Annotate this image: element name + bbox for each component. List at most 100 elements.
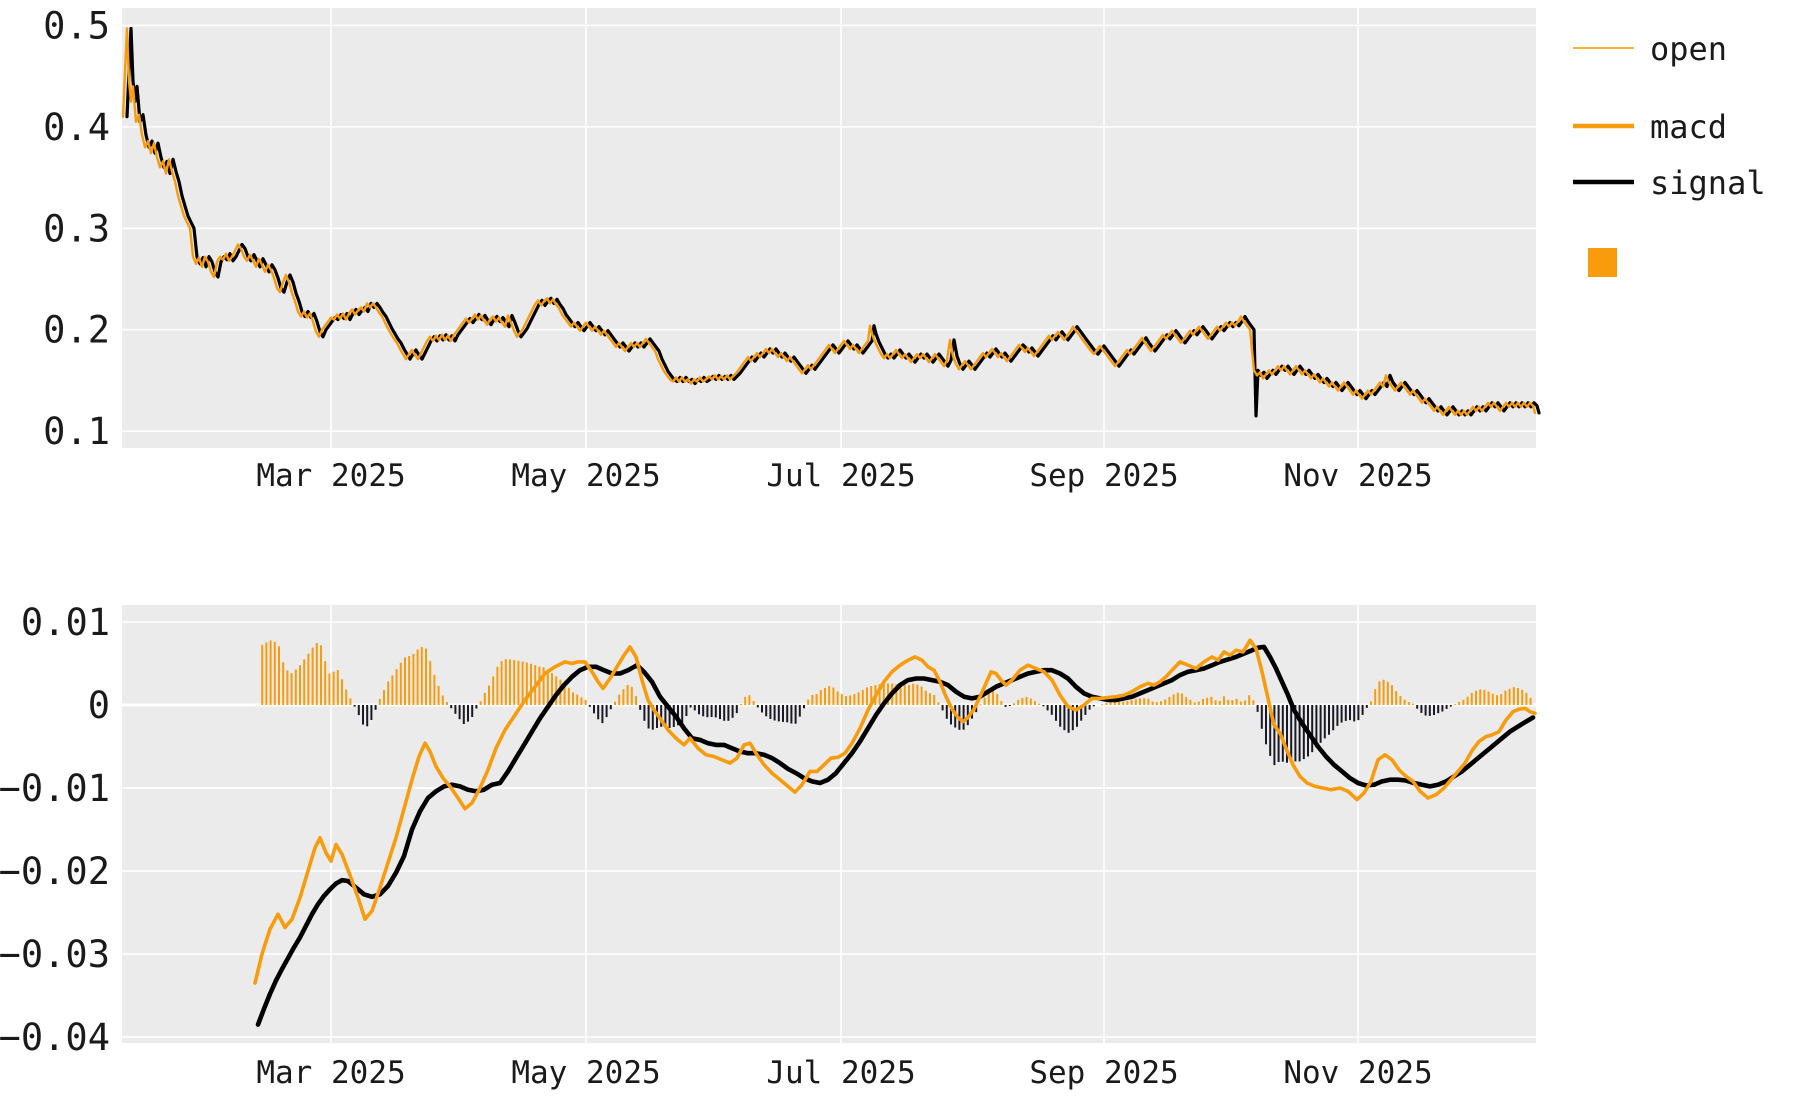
histogram-bar xyxy=(643,705,646,721)
histogram-bar xyxy=(945,705,948,719)
histogram-bar xyxy=(1370,701,1372,705)
histogram-bar xyxy=(677,705,679,726)
histogram-bar xyxy=(320,645,322,706)
histogram-bar xyxy=(765,705,768,717)
histogram-bar xyxy=(614,701,616,705)
histogram-bar xyxy=(349,698,352,705)
histogram-bar xyxy=(1252,700,1255,705)
histogram-bar xyxy=(1193,702,1196,705)
histogram-bar xyxy=(1437,705,1440,714)
histogram-bar xyxy=(664,705,667,728)
histogram-bar xyxy=(1202,699,1204,705)
histogram-bar xyxy=(467,705,469,722)
histogram-bar xyxy=(845,696,847,705)
histogram-bar xyxy=(803,705,805,709)
histogram-bar xyxy=(639,705,642,710)
histogram-bar xyxy=(509,659,511,706)
histogram-bar xyxy=(908,684,910,705)
histogram-bar xyxy=(1391,685,1393,705)
histogram-bar xyxy=(1458,701,1461,706)
histogram-bar xyxy=(1080,705,1083,721)
histogram-bar xyxy=(630,686,633,705)
histogram-bar xyxy=(710,705,713,717)
macd-line xyxy=(253,638,1537,985)
histogram-bar xyxy=(1269,705,1272,756)
y-tick-label: 0.3 xyxy=(43,207,110,250)
histogram-bar xyxy=(1475,690,1477,705)
histogram-bar xyxy=(1227,699,1230,705)
histogram-bar xyxy=(1483,689,1486,705)
histogram-bar xyxy=(1021,697,1024,705)
histogram-bar xyxy=(1248,695,1251,705)
histogram-bar xyxy=(1000,701,1003,705)
histogram-bar xyxy=(1487,691,1490,705)
histogram-bar xyxy=(1139,698,1141,705)
histogram-bar xyxy=(714,705,717,718)
histogram-bar xyxy=(1118,701,1120,705)
histogram-bar xyxy=(404,657,406,705)
histogram-bar xyxy=(1164,699,1167,705)
histogram-bar xyxy=(282,662,285,706)
histogram-bar xyxy=(261,644,264,705)
histogram-bar xyxy=(286,670,289,705)
histogram-bar xyxy=(1151,701,1154,706)
histogram-bar xyxy=(1445,705,1448,709)
legend-label-open: open xyxy=(1650,30,1728,68)
histogram-bar xyxy=(937,702,940,706)
histogram-bar xyxy=(1197,701,1200,705)
histogram-bar xyxy=(1181,693,1183,705)
histogram-bar xyxy=(1214,700,1217,705)
histogram-bar xyxy=(366,705,369,727)
histogram-bar xyxy=(1176,692,1179,705)
histogram-bar xyxy=(1328,705,1330,735)
histogram-bar xyxy=(798,705,801,717)
histogram-bar xyxy=(492,676,495,705)
histogram-bar xyxy=(1046,705,1049,711)
histogram-bar xyxy=(273,641,276,705)
histogram-bar xyxy=(1319,705,1322,743)
histogram-bar xyxy=(1311,705,1314,753)
histogram-bar xyxy=(933,695,936,705)
histogram-bar xyxy=(1336,705,1339,726)
histogram-bar xyxy=(1466,696,1469,705)
histogram-bar xyxy=(496,666,499,705)
histogram-bar xyxy=(647,705,650,729)
histogram-bar xyxy=(1479,689,1482,705)
open-line xyxy=(121,27,1537,417)
histogram-bar xyxy=(1349,705,1351,721)
histogram-bar xyxy=(1412,703,1414,705)
histogram-bar xyxy=(1260,705,1263,729)
y-tick-label: 0 xyxy=(88,684,110,727)
histogram-bar xyxy=(437,686,440,706)
histogram-bar xyxy=(1134,699,1137,705)
histogram-bar xyxy=(1256,705,1259,712)
histogram-bar xyxy=(1029,698,1032,706)
y-tick-label: −0.04 xyxy=(0,1016,110,1059)
histogram-bar xyxy=(1143,698,1146,705)
histogram-bar xyxy=(1399,696,1402,705)
histogram-bar xyxy=(1500,694,1503,706)
histogram-bar xyxy=(567,687,570,706)
histogram-bar xyxy=(979,704,982,706)
histogram-bar xyxy=(563,682,566,705)
x-tick-label: Mar 2025 xyxy=(256,1055,405,1091)
histogram-bar xyxy=(1529,698,1532,705)
histogram-bar xyxy=(1416,705,1419,709)
histogram-bar xyxy=(1449,705,1452,707)
histogram-bar xyxy=(441,695,444,705)
histogram-bar xyxy=(1008,705,1011,706)
histogram-bar xyxy=(597,705,600,720)
histogram-bar xyxy=(530,663,532,705)
histogram-bar xyxy=(1491,693,1494,705)
histogram-bar xyxy=(1071,705,1074,731)
y-tick-label: 0.2 xyxy=(43,309,110,352)
x-tick-label: Nov 2025 xyxy=(1283,1055,1432,1091)
histogram-bar xyxy=(1315,705,1318,748)
histogram-bar xyxy=(1403,699,1406,705)
histogram-bar xyxy=(1374,689,1377,705)
histogram-bar xyxy=(903,685,906,705)
histogram-bar xyxy=(1332,705,1335,731)
x-tick-label: May 2025 xyxy=(511,458,660,494)
histogram-bar xyxy=(924,690,927,705)
